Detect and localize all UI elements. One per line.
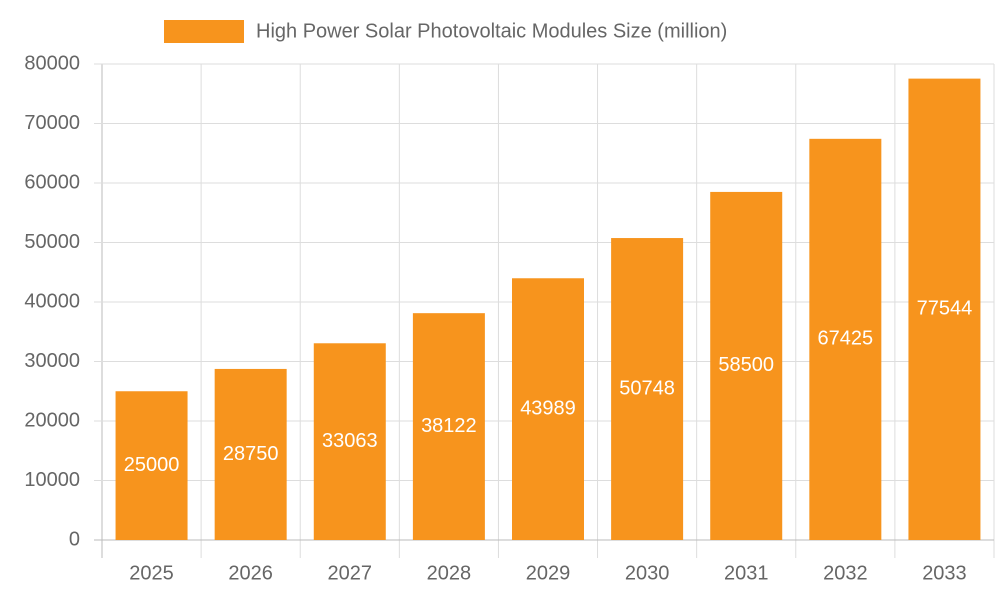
y-tick-label: 30000 bbox=[24, 350, 80, 372]
y-tick-label: 50000 bbox=[24, 231, 80, 253]
data-label: 25000 bbox=[124, 454, 180, 476]
data-label: 38122 bbox=[421, 415, 477, 437]
x-tick-label: 2030 bbox=[625, 562, 670, 584]
x-tick-label: 2025 bbox=[129, 562, 174, 584]
y-tick-label: 70000 bbox=[24, 112, 80, 134]
bar bbox=[908, 78, 981, 541]
y-tick-label: 60000 bbox=[24, 171, 80, 193]
x-tick-label: 2033 bbox=[922, 562, 967, 584]
y-tick-label: 0 bbox=[69, 528, 80, 550]
legend-swatch bbox=[164, 20, 244, 43]
bar bbox=[809, 138, 882, 541]
y-tick-label: 20000 bbox=[24, 409, 80, 431]
data-label: 28750 bbox=[223, 443, 279, 465]
data-label: 77544 bbox=[917, 298, 973, 320]
data-label: 58500 bbox=[718, 354, 774, 376]
y-tick-label: 10000 bbox=[24, 469, 80, 491]
data-label: 43989 bbox=[520, 397, 576, 419]
data-label: 50748 bbox=[619, 377, 675, 399]
bar bbox=[611, 238, 684, 541]
bar bbox=[412, 313, 485, 540]
bar bbox=[214, 368, 287, 540]
x-tick-label: 2031 bbox=[724, 562, 769, 584]
bar bbox=[115, 391, 188, 540]
x-tick-label: 2026 bbox=[228, 562, 273, 584]
x-tick-label: 2029 bbox=[526, 562, 571, 584]
data-label: 33063 bbox=[322, 430, 378, 452]
y-tick-label: 40000 bbox=[24, 290, 80, 312]
legend-label: High Power Solar Photovoltaic Modules Si… bbox=[256, 20, 727, 42]
bar bbox=[313, 343, 386, 540]
x-tick-label: 2028 bbox=[427, 562, 472, 584]
bar bbox=[512, 278, 584, 540]
y-tick-label: 80000 bbox=[24, 52, 80, 74]
x-tick-label: 2032 bbox=[823, 562, 868, 584]
data-label: 67425 bbox=[818, 328, 874, 350]
x-tick-label: 2027 bbox=[328, 562, 373, 584]
bar bbox=[710, 191, 783, 541]
